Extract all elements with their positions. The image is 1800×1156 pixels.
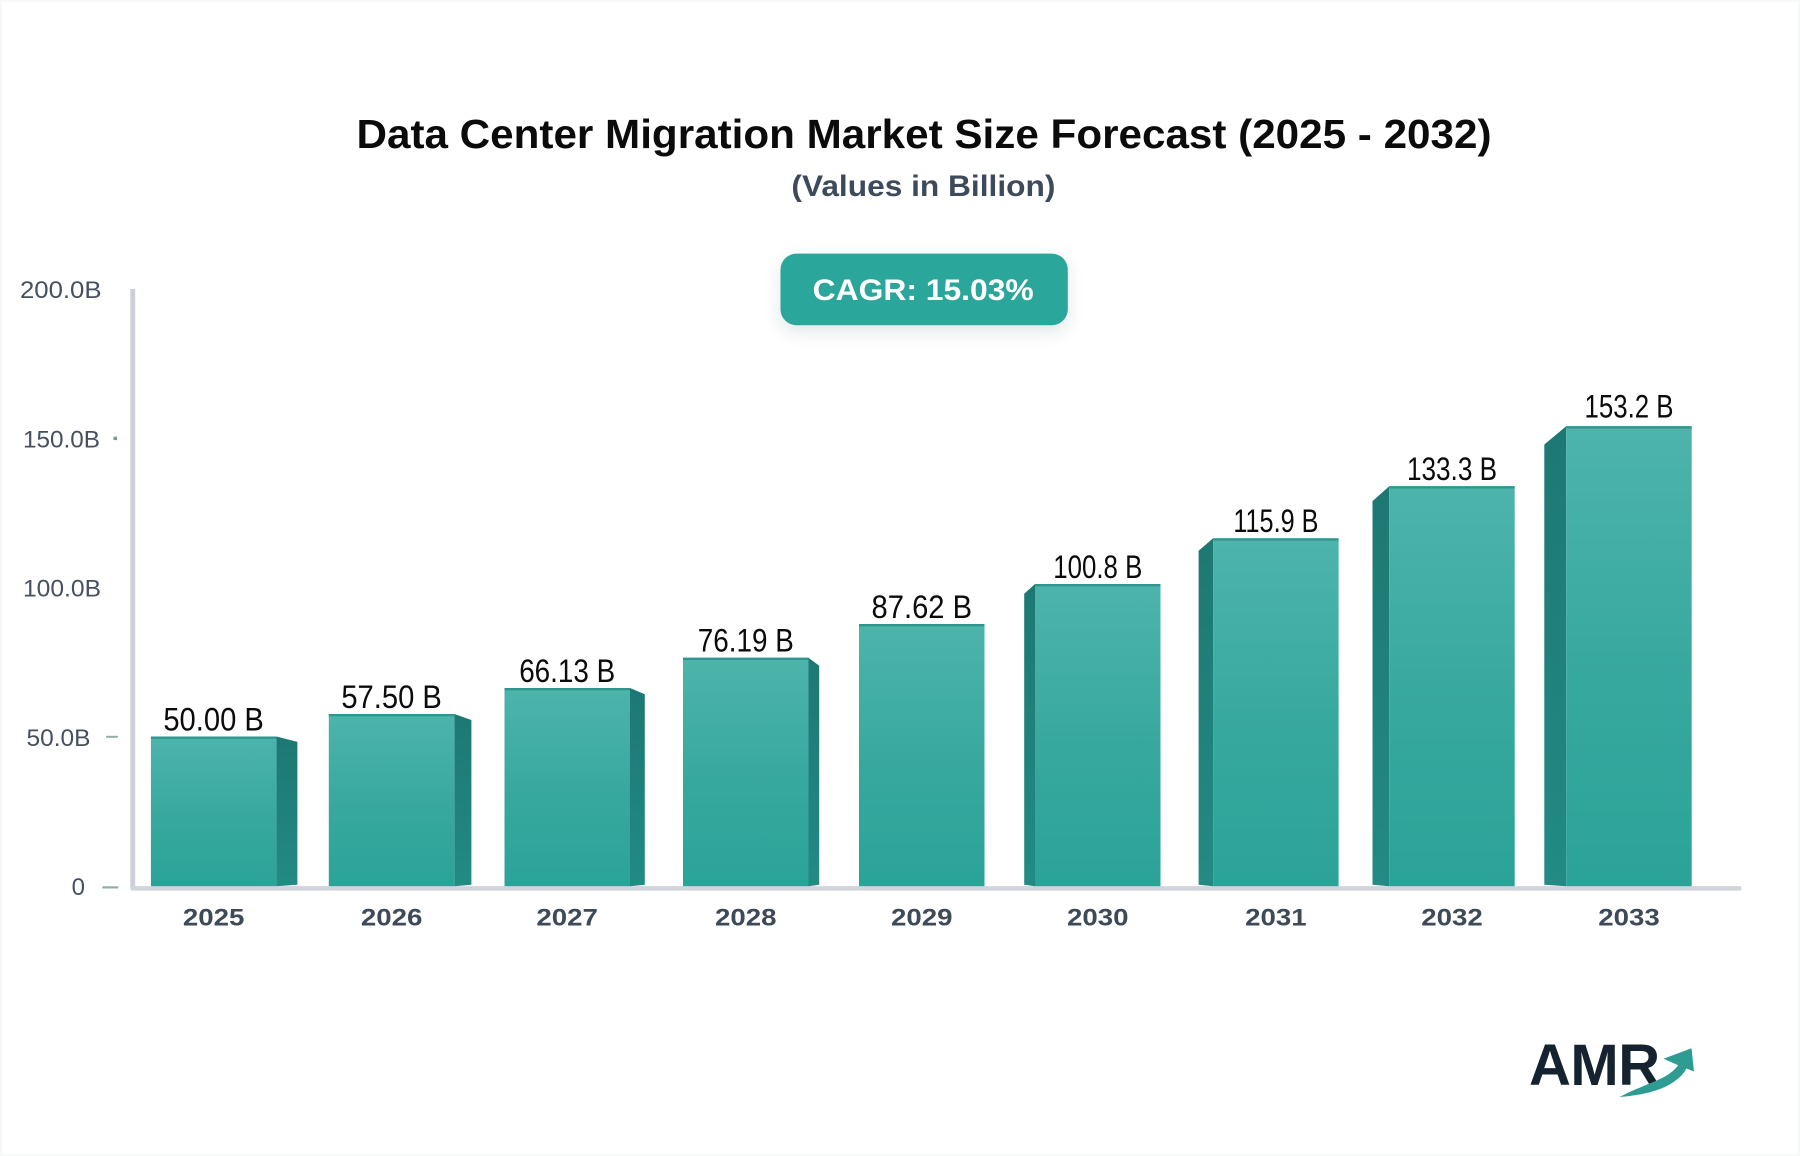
svg-text:2028: 2028: [715, 905, 777, 932]
svg-text:100.8 B: 100.8 B: [1053, 549, 1142, 585]
svg-text:2032: 2032: [1421, 905, 1483, 932]
svg-text:76.19 B: 76.19 B: [698, 623, 794, 659]
svg-text:153.2 B: 153.2 B: [1585, 389, 1674, 425]
svg-text:115.9 B: 115.9 B: [1233, 503, 1318, 539]
svg-text:2029: 2029: [891, 905, 953, 932]
svg-text:66.13 B: 66.13 B: [519, 653, 615, 689]
svg-text:50.00 B: 50.00 B: [163, 701, 264, 737]
svg-text:150.0B: 150.0B: [23, 427, 100, 454]
svg-text:2025: 2025: [183, 905, 245, 932]
svg-text:133.3 B: 133.3 B: [1407, 451, 1497, 487]
svg-text:(Values in Billion): (Values in Billion): [791, 170, 1055, 203]
svg-text:2027: 2027: [536, 905, 598, 932]
svg-text:50.0B: 50.0B: [27, 725, 91, 752]
svg-text:0: 0: [72, 874, 85, 901]
svg-text:AMR: AMR: [1529, 1033, 1660, 1098]
svg-text:Data Center Migration Market S: Data Center Migration Market Size Foreca…: [357, 111, 1492, 157]
svg-text:87.62 B: 87.62 B: [872, 589, 973, 625]
svg-text:57.50 B: 57.50 B: [341, 679, 442, 715]
svg-text:2030: 2030: [1067, 905, 1129, 932]
svg-text:2033: 2033: [1598, 905, 1660, 932]
svg-text:200.0B: 200.0B: [20, 277, 102, 304]
svg-text:2031: 2031: [1245, 905, 1307, 932]
svg-text:100.0B: 100.0B: [23, 576, 101, 603]
svg-text:CAGR: 15.03%: CAGR: 15.03%: [813, 274, 1034, 307]
svg-text:2026: 2026: [361, 905, 423, 932]
